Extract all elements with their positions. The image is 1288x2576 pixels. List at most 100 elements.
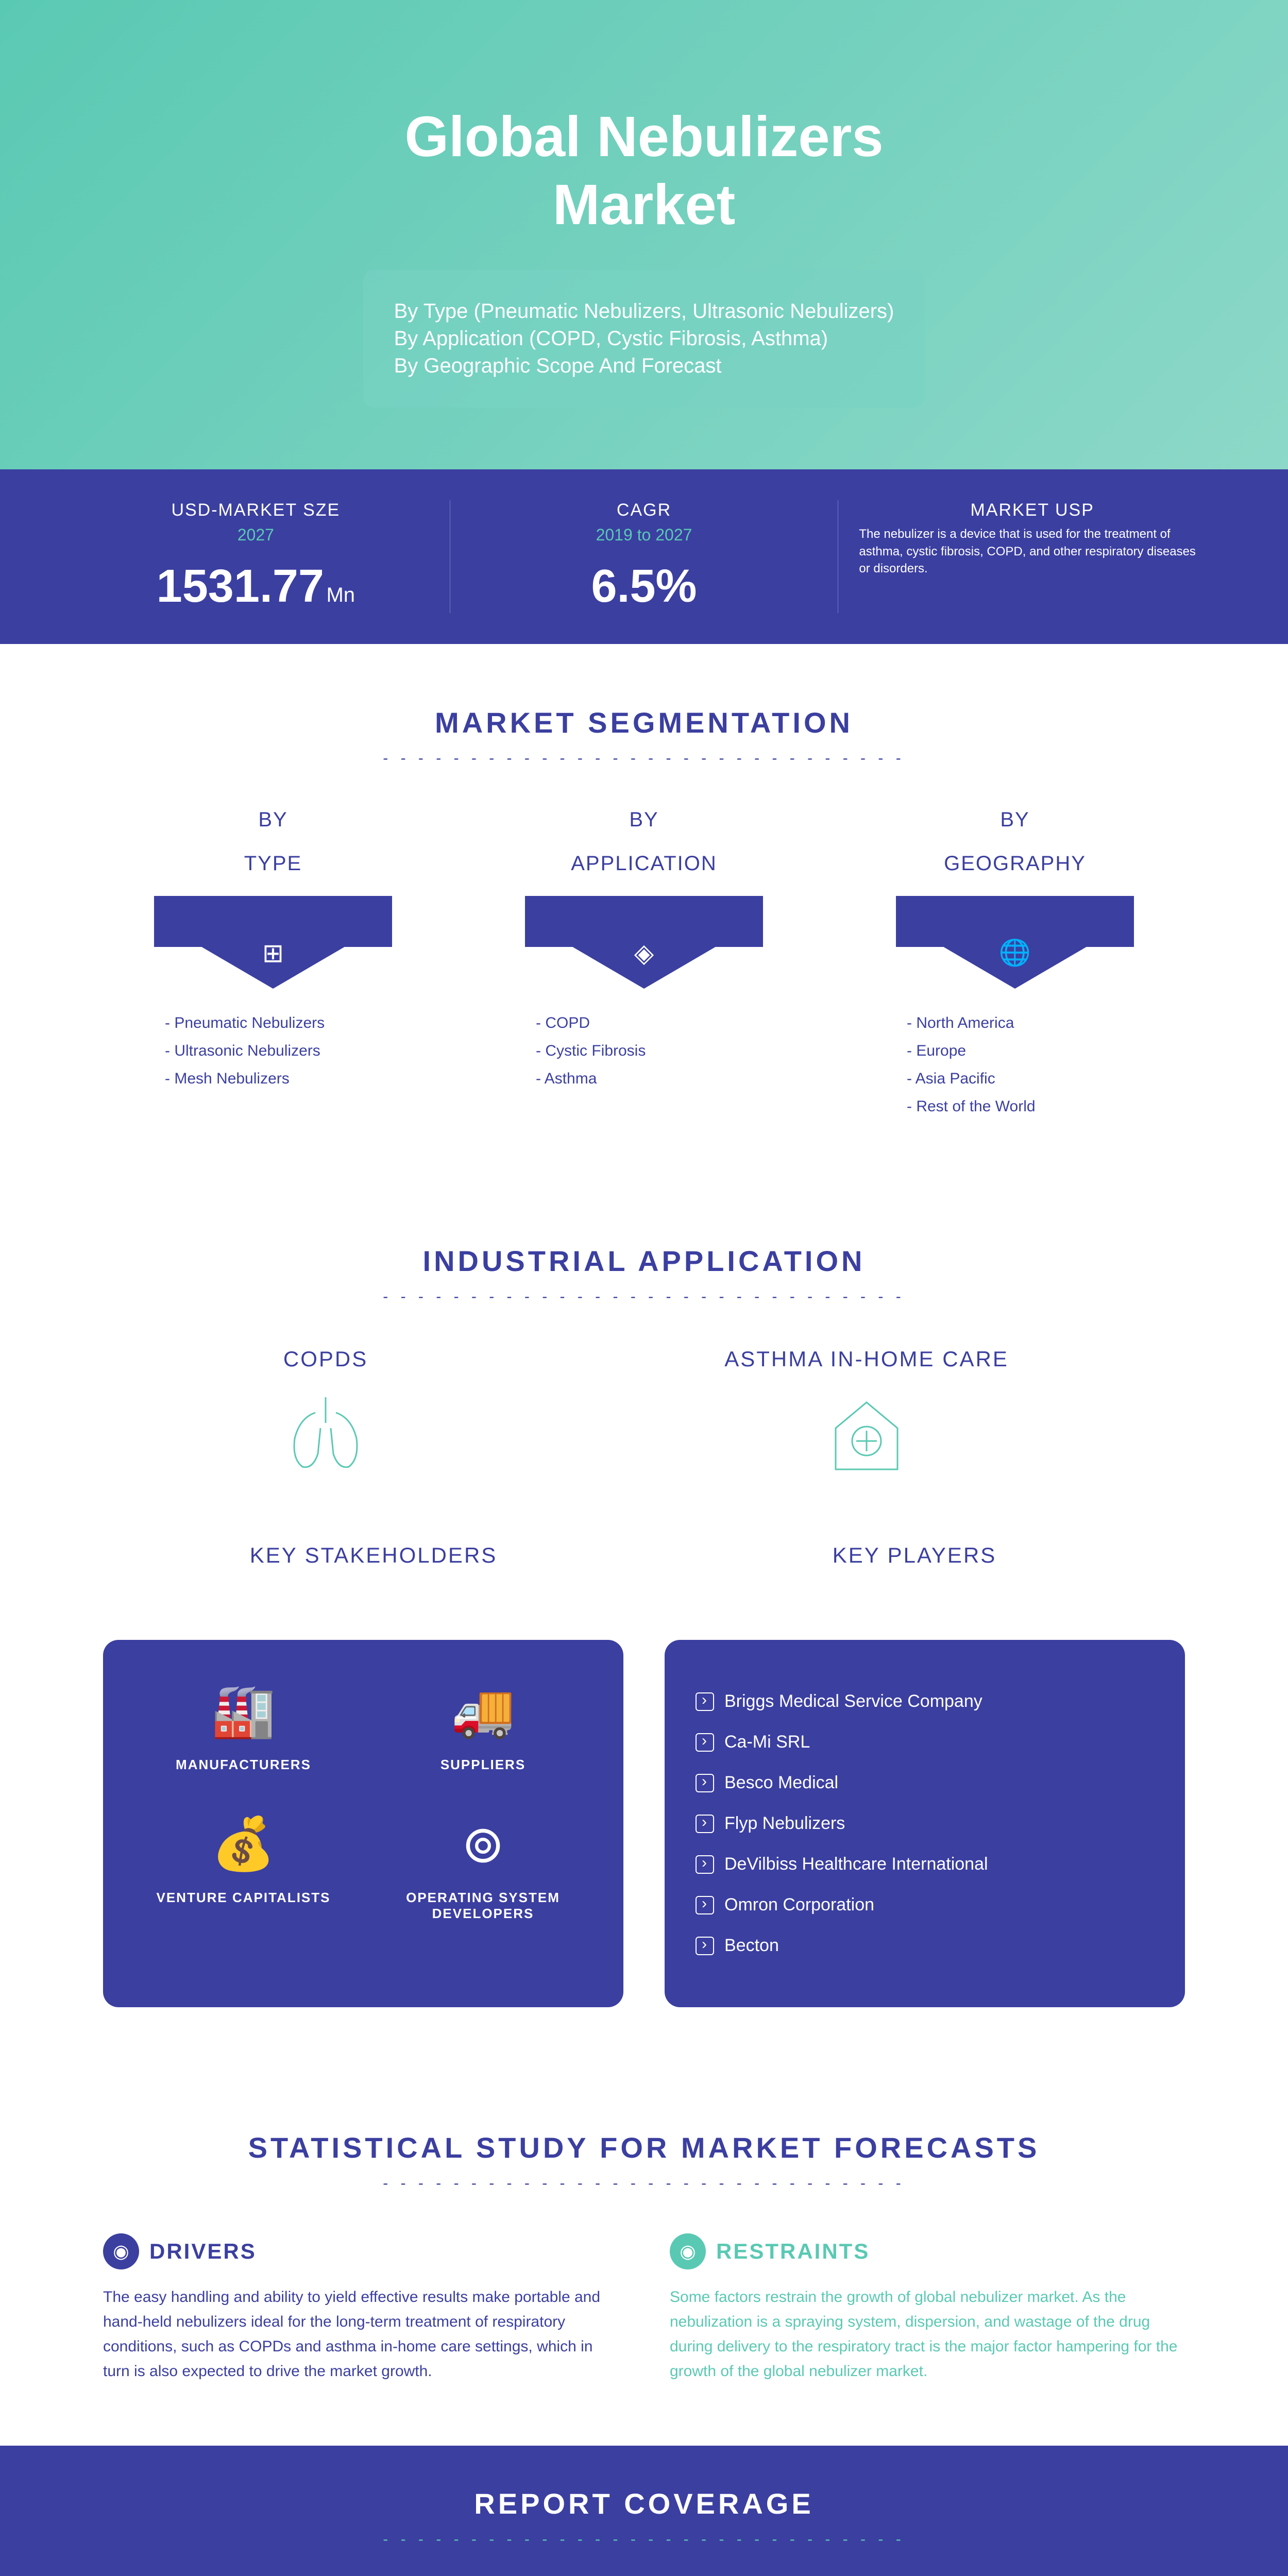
item-text: COPD: [545, 1014, 590, 1031]
size-year: 2027: [82, 526, 429, 545]
shield-icon: ◉: [670, 2233, 706, 2269]
chevron-icon: [696, 1733, 714, 1752]
seg-row: BY TYPE ⊞ - Pneumatic Nebulizers - Ultra…: [103, 808, 1185, 1121]
player-item: Besco Medical: [696, 1762, 1154, 1803]
ind-asthma-label: ASTHMA IN-HOME CARE: [724, 1347, 1009, 1371]
seg-app-l2: APPLICATION: [474, 852, 814, 875]
stake-row: 🏭 MANUFACTURERS 🚚 SUPPLIERS 💰 VENTURE CA…: [103, 1640, 1185, 2007]
chevron-icon: [696, 1815, 714, 1833]
chevron-icon: [696, 1896, 714, 1914]
hero-sub-3: By Geographic Scope And Forecast: [394, 354, 894, 378]
item-text: Asthma: [545, 1070, 597, 1087]
list-item: - Ultrasonic Nebulizers: [165, 1037, 443, 1065]
ind-copds-label: COPDS: [279, 1347, 372, 1371]
globe-icon: 🌐: [999, 938, 1031, 968]
stake-label: SUPPLIERS: [374, 1757, 592, 1773]
stat-market-size: USD-MARKET SZE 2027 1531.77 Mn: [62, 500, 450, 613]
hero-title-l2: Market: [553, 173, 736, 236]
stakeholders-card: 🏭 MANUFACTURERS 🚚 SUPPLIERS 💰 VENTURE CA…: [103, 1640, 623, 2007]
coverage-section: REPORT COVERAGE - - - - - - - - - - - - …: [0, 2446, 1288, 2576]
stat-usp: MARKET USP The nebulizer is a device tha…: [838, 500, 1226, 613]
forecast-row: ◉ DRIVERS The easy handling and ability …: [103, 2233, 1185, 2384]
seg-type-l1: BY: [103, 808, 443, 832]
player-name: Becton: [724, 1936, 779, 1956]
hero-section: Global Nebulizers Market By Type (Pneuma…: [0, 0, 1288, 469]
restraints-header: ◉ RESTRAINTS: [670, 2233, 1185, 2269]
chevron-icon: [696, 1692, 714, 1711]
seg-col-geo: BY GEOGRAPHY 🌐 - North America - Europe …: [845, 808, 1185, 1121]
size-label: USD-MARKET SZE: [82, 500, 429, 520]
seg-app-list: - COPD - Cystic Fibrosis - Asthma: [474, 1009, 814, 1093]
sliders-icon: ⊞: [262, 938, 284, 968]
player-name: DeVilbiss Healthcare International: [724, 1854, 988, 1874]
seg-title: MARKET SEGMENTATION: [103, 706, 1185, 739]
seg-app-banner: ◈: [525, 896, 763, 989]
cagr-value: 6.5%: [471, 560, 818, 613]
player-item: Omron Corporation: [696, 1885, 1154, 1925]
player-item: Ca-Mi SRL: [696, 1722, 1154, 1762]
stake-label: MANUFACTURERS: [134, 1757, 353, 1773]
coverage-title: REPORT COVERAGE: [103, 2487, 1185, 2520]
usp-text: The nebulizer is a device that is used f…: [859, 526, 1206, 578]
size-value-wrap: 1531.77 Mn: [82, 560, 429, 613]
item-text: Cystic Fibrosis: [545, 1042, 646, 1059]
lungs-icon: [279, 1392, 372, 1492]
player-list: Briggs Medical Service Company Ca-Mi SRL…: [696, 1681, 1154, 1966]
ind-title: INDUSTRIAL APPLICATION: [103, 1244, 1185, 1278]
player-name: Besco Medical: [724, 1773, 838, 1793]
restraints-col: ◉ RESTRAINTS Some factors restrain the g…: [670, 2233, 1185, 2384]
seg-type-l2: TYPE: [103, 852, 443, 875]
industrial-section: INDUSTRIAL APPLICATION - - - - - - - - -…: [0, 1182, 1288, 2069]
stats-bar: USD-MARKET SZE 2027 1531.77 Mn CAGR 2019…: [0, 469, 1288, 644]
seg-app-l1: BY: [474, 808, 814, 832]
item-text: Pneumatic Nebulizers: [174, 1014, 325, 1031]
player-item: Becton: [696, 1925, 1154, 1966]
chevron-icon: [696, 1937, 714, 1955]
list-item: - Mesh Nebulizers: [165, 1065, 443, 1093]
item-text: Ultrasonic Nebulizers: [174, 1042, 320, 1059]
os-icon: ⊚: [374, 1814, 592, 1874]
ind-row: COPDS ASTHMA IN-HOME CARE: [103, 1347, 1185, 1492]
list-item: - Europe: [907, 1037, 1185, 1065]
item-text: Rest of the World: [916, 1098, 1035, 1115]
seg-col-app: BY APPLICATION ◈ - COPD - Cystic Fibrosi…: [474, 808, 814, 1121]
segmentation-section: MARKET SEGMENTATION - - - - - - - - - - …: [0, 644, 1288, 1182]
restraints-text: Some factors restrain the growth of glob…: [670, 2285, 1185, 2384]
chevron-icon: [696, 1855, 714, 1874]
cart-icon: 🚚: [374, 1681, 592, 1741]
list-item: - Rest of the World: [907, 1093, 1185, 1121]
list-item: - Pneumatic Nebulizers: [165, 1009, 443, 1037]
drivers-text: The easy handling and ability to yield e…: [103, 2285, 618, 2384]
item-text: Asia Pacific: [916, 1070, 995, 1087]
drivers-title: DRIVERS: [149, 2239, 257, 2264]
stake-title-row: KEY STAKEHOLDERS KEY PLAYERS: [103, 1543, 1185, 1588]
ind-asthma: ASTHMA IN-HOME CARE: [724, 1347, 1009, 1492]
hero-title: Global Nebulizers Market: [155, 103, 1133, 239]
forecast-title: STATISTICAL STUDY FOR MARKET FORECASTS: [103, 2131, 1185, 2164]
seg-geo-l1: BY: [845, 808, 1185, 832]
stake-label: VENTURE CAPITALISTS: [134, 1890, 353, 1906]
player-name: Ca-Mi SRL: [724, 1732, 810, 1752]
drivers-header: ◉ DRIVERS: [103, 2233, 618, 2269]
money-icon: 💰: [134, 1814, 353, 1874]
size-value: 1531.77: [157, 561, 324, 612]
list-item: - COPD: [536, 1009, 814, 1037]
factory-icon: 🏭: [134, 1681, 353, 1741]
cagr-period: 2019 to 2027: [471, 526, 818, 545]
forecast-section: STATISTICAL STUDY FOR MARKET FORECASTS -…: [0, 2069, 1288, 2446]
player-item: DeVilbiss Healthcare International: [696, 1844, 1154, 1885]
list-item: - Asthma: [536, 1065, 814, 1093]
players-card: Briggs Medical Service Company Ca-Mi SRL…: [665, 1640, 1185, 2007]
hero-sub-1: By Type (Pneumatic Nebulizers, Ultrasoni…: [394, 300, 894, 323]
seg-type-list: - Pneumatic Nebulizers - Ultrasonic Nebu…: [103, 1009, 443, 1093]
player-name: Flyp Nebulizers: [724, 1814, 845, 1834]
ind-copds: COPDS: [279, 1347, 372, 1492]
hero-subtitle-box: By Type (Pneumatic Nebulizers, Ultrasoni…: [363, 270, 925, 408]
player-name: Briggs Medical Service Company: [724, 1691, 982, 1711]
player-item: Briggs Medical Service Company: [696, 1681, 1154, 1722]
seg-col-type: BY TYPE ⊞ - Pneumatic Nebulizers - Ultra…: [103, 808, 443, 1121]
seg-dashes: - - - - - - - - - - - - - - - - - - - - …: [103, 750, 1185, 767]
stake-item: 💰 VENTURE CAPITALISTS: [134, 1814, 353, 1922]
item-text: North America: [916, 1014, 1014, 1031]
nodes-icon: ◈: [634, 938, 654, 968]
